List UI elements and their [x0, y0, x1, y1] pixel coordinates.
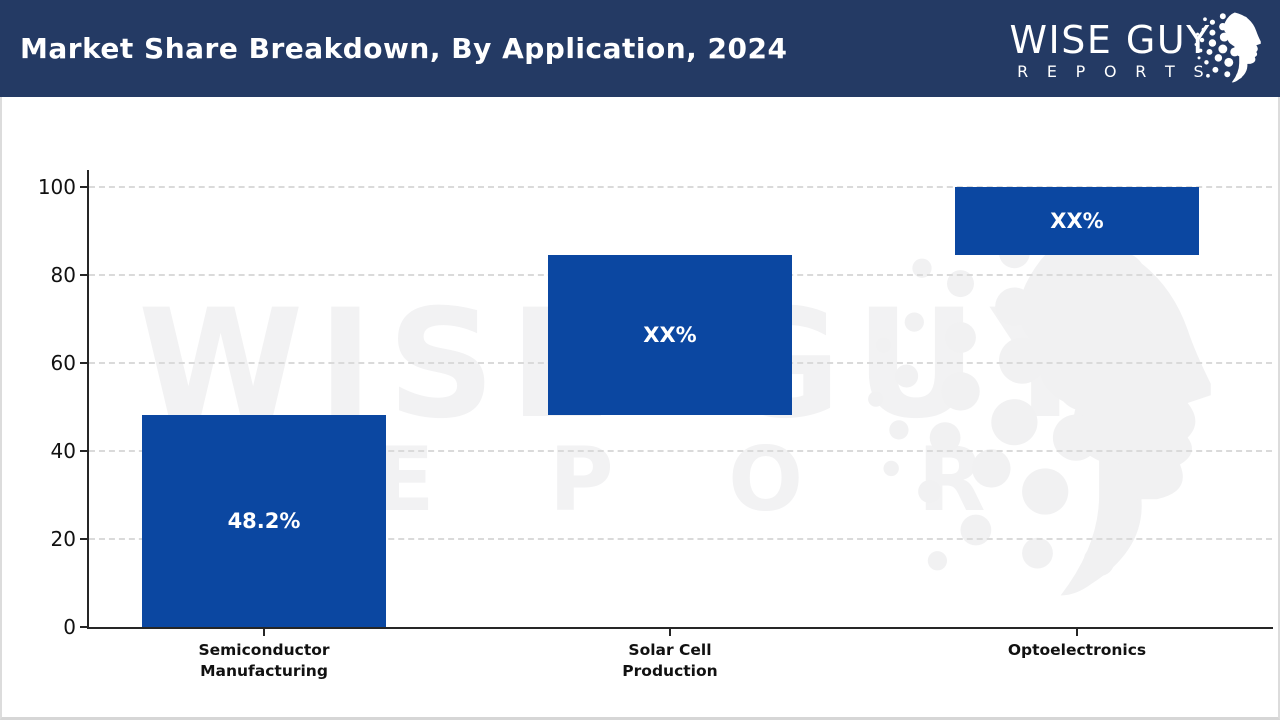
logo-wordmark: WISE GUY — [1010, 17, 1211, 61]
y-tick-mark — [80, 362, 87, 364]
y-tick-label: 60 — [50, 351, 76, 375]
header-bar: Market Share Breakdown, By Application, … — [0, 0, 1280, 97]
logo-subtitle: R E P O R T S — [1017, 62, 1210, 81]
x-tick-mark — [669, 629, 671, 636]
y-axis-line — [87, 170, 89, 629]
y-tick-mark — [80, 186, 87, 188]
x-category-label: Semiconductor Manufacturing — [198, 641, 330, 680]
bar-value-label: XX% — [643, 323, 697, 348]
gridline — [89, 538, 1272, 540]
y-tick-label: 100 — [37, 175, 76, 199]
x-tick-mark — [1076, 629, 1078, 636]
y-tick-mark — [80, 274, 87, 276]
page-title: Market Share Breakdown, By Application, … — [20, 32, 788, 65]
y-tick-label: 20 — [50, 527, 76, 551]
bar-value-label: 48.2% — [227, 508, 301, 533]
y-tick-mark — [80, 626, 87, 628]
y-tick-label: 40 — [50, 439, 76, 463]
bar: XX% — [548, 255, 792, 415]
gridline — [89, 450, 1272, 452]
y-tick-mark — [80, 538, 87, 540]
gridline — [89, 186, 1272, 188]
wise-guy-reports-logo: WISE GUY R E P O R T S — [1010, 12, 1261, 82]
x-axis-line — [87, 627, 1273, 629]
bar-value-label: XX% — [1050, 209, 1104, 234]
bar: XX% — [955, 187, 1199, 256]
bar: 48.2% — [142, 414, 386, 627]
x-category-label: Optoelectronics — [1007, 641, 1147, 659]
y-tick-label: 0 — [63, 615, 76, 639]
x-category-label: Solar Cell Production — [622, 641, 718, 680]
x-tick-mark — [263, 629, 265, 636]
y-tick-mark — [80, 450, 87, 452]
y-tick-label: 80 — [50, 263, 76, 287]
